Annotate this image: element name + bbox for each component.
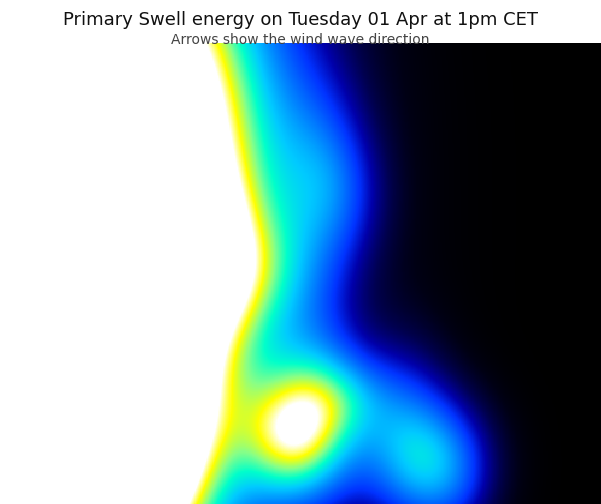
Text: Primary Swell energy on Tuesday 01 Apr at 1pm CET: Primary Swell energy on Tuesday 01 Apr a… (63, 11, 538, 29)
Text: Arrows show the wind wave direction: Arrows show the wind wave direction (171, 33, 430, 47)
